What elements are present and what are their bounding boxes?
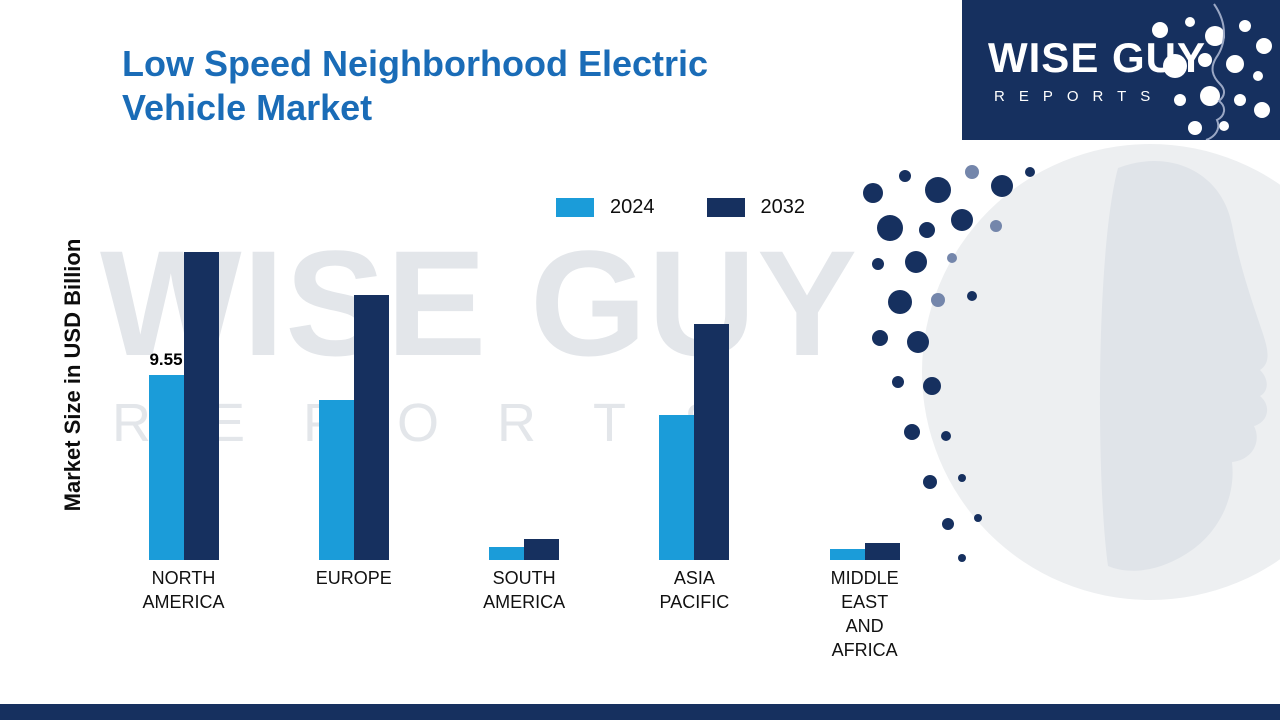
legend-label-2024: 2024 — [610, 196, 655, 218]
bar-2032-europe — [353, 294, 389, 560]
title-line-2: Vehicle Market — [122, 87, 373, 128]
bar-2024-middle-east-and-africa — [829, 549, 865, 560]
bar-2024-north-america — [148, 375, 184, 560]
face-profile-icon — [1099, 160, 1268, 571]
logo-name: WISE GUY — [988, 34, 1207, 81]
title-line-1: Low Speed Neighborhood Electric — [122, 43, 709, 84]
bar-2032-middle-east-and-africa — [864, 542, 900, 560]
legend-swatch-2032 — [706, 198, 745, 217]
footer-bar — [0, 704, 1280, 720]
watermark-line1: WISE GUY — [100, 219, 859, 387]
legend-swatch-2024 — [556, 198, 594, 217]
page-title: Low Speed Neighborhood Electric Vehicle … — [122, 42, 708, 130]
bar-2032-south-america — [524, 538, 560, 560]
category-label-asia-pacific: ASIA PACIFIC — [659, 568, 730, 612]
bar-2024-asia-pacific — [659, 414, 695, 560]
category-label-middle-east-and-africa: MIDDLE EAST AND AFRICA — [830, 568, 899, 660]
bar-2024-south-america — [489, 546, 525, 560]
value-label: 9.55 — [149, 349, 183, 369]
legend: 2024 2032 — [556, 196, 805, 219]
category-label-north-america: NORTH AMERICA — [142, 568, 225, 612]
logo-reports: REPORTS — [994, 88, 1165, 105]
category-label-south-america: SOUTH AMERICA — [483, 568, 566, 612]
category-label-europe: EUROPE — [315, 568, 392, 588]
bar-2032-north-america — [183, 251, 219, 560]
logo-face-profile-icon — [1205, 3, 1225, 140]
bar-2024-europe — [318, 400, 354, 560]
y-axis-label: Market Size in USD Billion — [60, 238, 85, 512]
logo-dots-graphic — [1152, 3, 1272, 140]
bar-2032-asia-pacific — [694, 323, 730, 560]
dot-cluster — [863, 165, 1035, 562]
wiseguy-logo: WISE GUY REPORTS — [962, 0, 1280, 140]
legend-label-2032: 2032 — [760, 196, 806, 218]
